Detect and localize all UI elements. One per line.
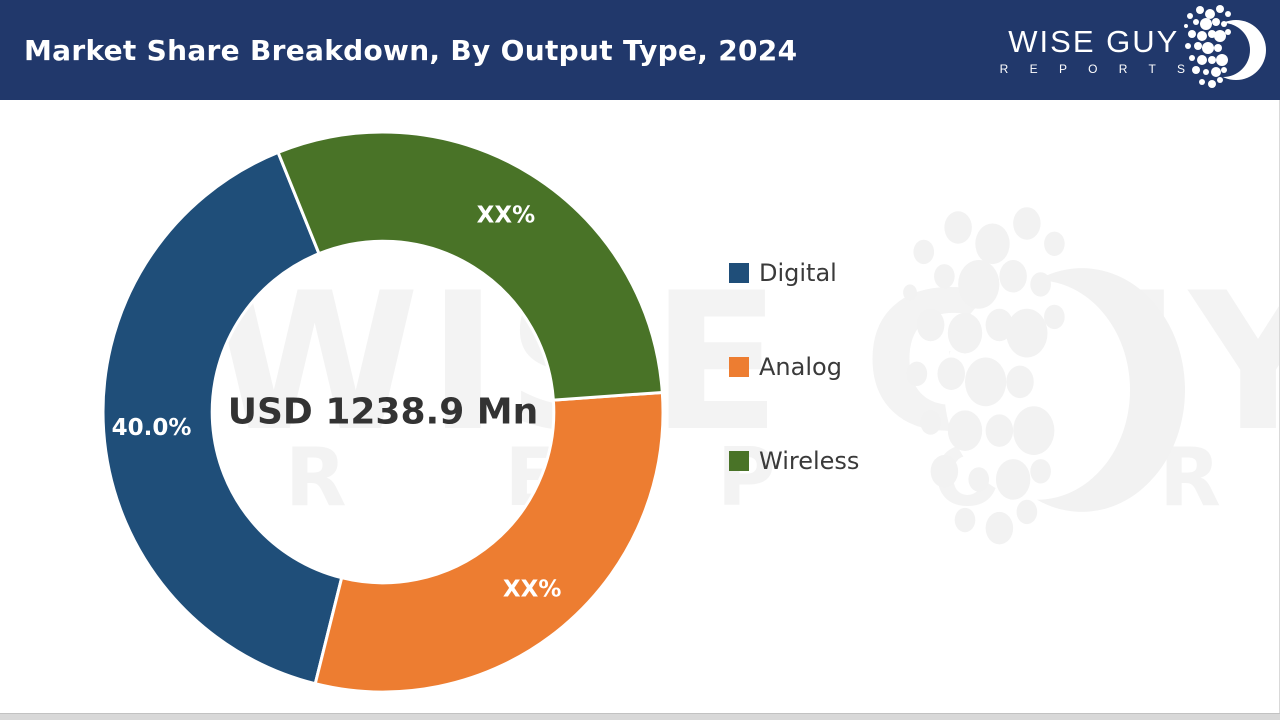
face-dot: [920, 410, 941, 435]
pie-slice-analog: [313, 390, 665, 694]
face-dot: [1208, 56, 1216, 64]
legend-swatch-analog: [729, 357, 749, 377]
face-dot: [1216, 54, 1228, 66]
chart-legend: Digital Analog Wireless: [729, 259, 859, 541]
face-dot: [985, 414, 1014, 447]
chart-center-value: USD 1238.9 Mn: [227, 391, 539, 433]
face-dot: [1187, 13, 1193, 19]
face-dot: [1214, 30, 1226, 42]
face-dot: [947, 312, 983, 354]
face-dot: [1194, 42, 1202, 50]
slice-label-digital: 40.0%: [112, 415, 192, 441]
logo-wordmark: WISE GUY: [1008, 24, 1180, 59]
wise-guy-logo: WISE GUY R E P O R T S: [994, 0, 1266, 100]
face-dot: [1030, 459, 1051, 484]
face-dot: [1044, 231, 1065, 256]
donut-chart: 40.0% XX% XX%: [101, 130, 665, 694]
face-dot: [1197, 31, 1207, 41]
face-dot: [999, 260, 1027, 293]
face-dot: [1199, 79, 1205, 85]
face-dot: [1013, 207, 1041, 240]
face-dot: [1188, 30, 1196, 38]
face-dot: [930, 455, 959, 488]
face-dot: [1211, 67, 1221, 77]
header-bar: Market Share Breakdown, By Output Type, …: [0, 0, 1280, 100]
logo-subtitle: R E P O R T S: [999, 62, 1194, 76]
face-dot: [1006, 365, 1034, 399]
face-dot: [1216, 5, 1224, 13]
face-dot: [1006, 308, 1048, 358]
logo-face-icon: [1184, 5, 1266, 88]
face-dot: [965, 357, 1007, 407]
face-dot: [903, 284, 917, 301]
face-dot: [944, 211, 972, 244]
face-dot: [1217, 77, 1223, 83]
page-title: Market Share Breakdown, By Output Type, …: [24, 33, 798, 67]
face-dot: [1221, 67, 1227, 73]
face-dot: [1185, 43, 1191, 49]
face-dot: [968, 467, 990, 492]
slice-label-wireless: XX%: [477, 202, 536, 228]
pie-slice-digital: [101, 150, 344, 686]
face-dot: [913, 239, 935, 265]
face-dot: [1225, 11, 1231, 17]
face-dot: [1214, 44, 1222, 52]
face-dot: [958, 260, 1000, 309]
face-dot: [954, 507, 976, 533]
legend-label-wireless: Wireless: [759, 447, 860, 475]
face-dot: [985, 511, 1014, 545]
face-dot: [1208, 80, 1216, 88]
page-footer-strip: [0, 713, 1280, 720]
face-dot: [1192, 66, 1200, 74]
face-dot: [1225, 29, 1231, 35]
face-dot: [1193, 19, 1199, 25]
face-dot: [947, 410, 983, 451]
face-dot: [1013, 406, 1055, 455]
watermark-face-icon: [903, 207, 1185, 545]
legend-item-analog: Analog: [729, 353, 859, 381]
face-dot: [1189, 55, 1195, 61]
face-dot: [1196, 6, 1204, 14]
legend-label-analog: Analog: [759, 353, 842, 381]
face-dot: [975, 223, 1010, 265]
legend-item-digital: Digital: [729, 259, 859, 287]
legend-item-wireless: Wireless: [729, 447, 859, 475]
face-dot: [995, 459, 1031, 500]
legend-label-digital: Digital: [759, 259, 837, 287]
face-dot: [1200, 18, 1212, 30]
face-dot: [1221, 21, 1227, 27]
legend-swatch-digital: [729, 263, 749, 283]
face-dot: [1203, 69, 1209, 75]
logo-text: WISE GUY R E P O R T S: [994, 24, 1194, 76]
face-dot: [916, 308, 945, 342]
face-dot: [1044, 304, 1065, 330]
face-dot: [937, 357, 965, 390]
pie-slice-wireless: [276, 130, 664, 402]
slice-label-analog: XX%: [503, 577, 562, 603]
face-dot: [1205, 9, 1215, 19]
face-dot: [1016, 499, 1038, 525]
legend-swatch-wireless: [729, 451, 749, 471]
face-dot: [1030, 272, 1051, 297]
face-dot: [1184, 24, 1188, 28]
face-dot: [1197, 55, 1207, 65]
face-dot: [906, 361, 928, 386]
face-dot: [1202, 42, 1214, 54]
face-dot: [1212, 18, 1220, 26]
face-dot: [934, 264, 955, 289]
